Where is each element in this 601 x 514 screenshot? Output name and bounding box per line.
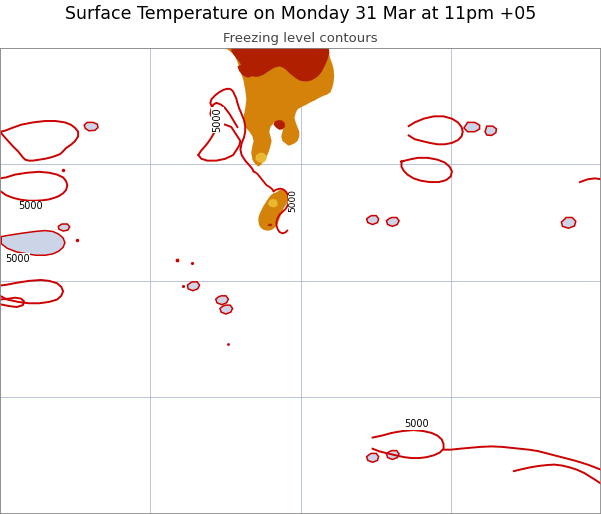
Text: Freezing level contours: Freezing level contours: [223, 32, 378, 45]
Polygon shape: [367, 453, 379, 462]
Text: 5000: 5000: [288, 189, 297, 212]
Polygon shape: [258, 190, 288, 231]
Polygon shape: [485, 126, 496, 136]
Polygon shape: [225, 48, 334, 167]
Polygon shape: [58, 224, 70, 231]
Text: Surface Temperature on Monday 31 Mar at 11pm +05: Surface Temperature on Monday 31 Mar at …: [65, 5, 536, 23]
Polygon shape: [386, 217, 399, 226]
Text: 5000: 5000: [5, 253, 29, 264]
Polygon shape: [231, 48, 329, 81]
Text: 5000: 5000: [404, 419, 429, 429]
Polygon shape: [237, 64, 255, 78]
Polygon shape: [386, 451, 399, 460]
Polygon shape: [84, 122, 98, 131]
Polygon shape: [267, 224, 272, 226]
Polygon shape: [273, 120, 285, 130]
Polygon shape: [216, 296, 228, 305]
Polygon shape: [255, 153, 267, 163]
Polygon shape: [464, 122, 480, 132]
Polygon shape: [367, 216, 379, 225]
Polygon shape: [561, 217, 576, 228]
Polygon shape: [188, 282, 200, 291]
Polygon shape: [268, 199, 278, 207]
Text: 5000: 5000: [213, 108, 222, 133]
Text: 5000: 5000: [18, 201, 43, 211]
Polygon shape: [220, 305, 233, 314]
Polygon shape: [1, 231, 65, 255]
